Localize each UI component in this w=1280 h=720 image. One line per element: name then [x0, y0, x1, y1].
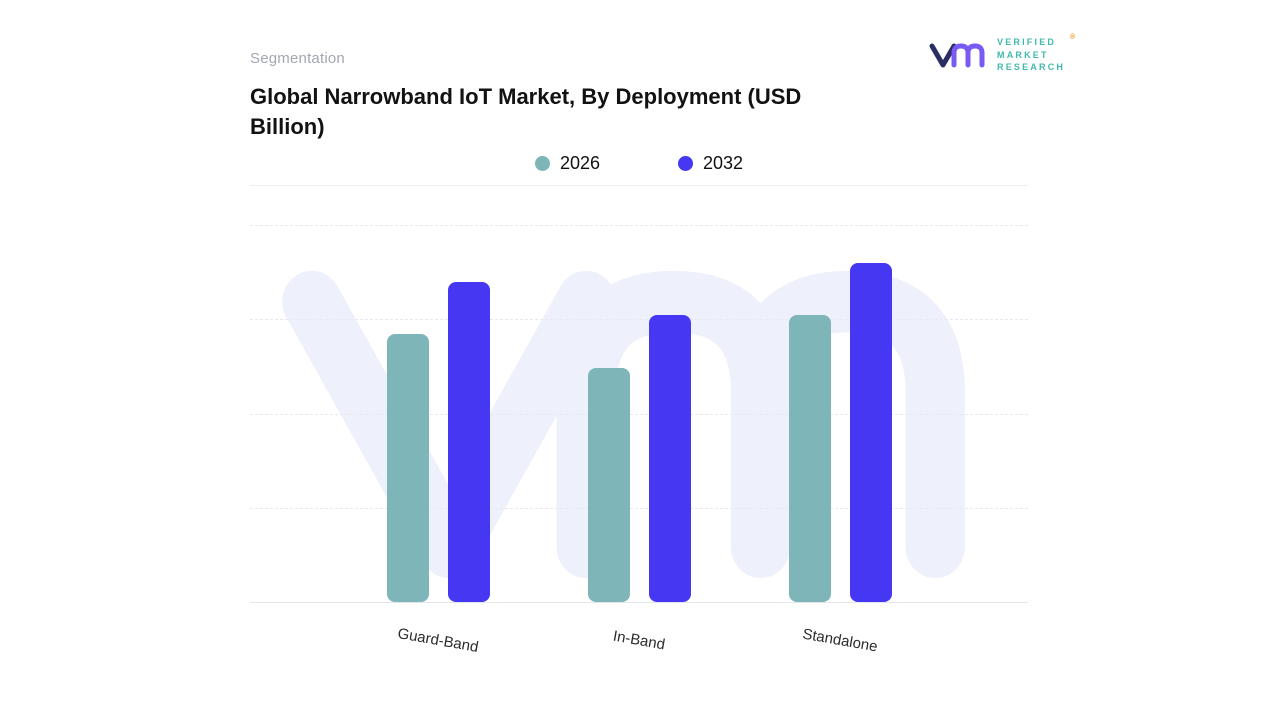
bar-standalone-2032[interactable] [849, 262, 892, 602]
vmr-monogram-icon [929, 43, 985, 68]
bar-standalone-2026[interactable] [788, 315, 831, 602]
logo-line-research: RESEARCH [997, 62, 1066, 73]
registered-mark: ® [1069, 34, 1076, 42]
bar-group-guard-band: Guard-Band [386, 225, 490, 656]
vmr-logo: ® VERIFIED MARKET RESEARCH [928, 34, 1075, 76]
gridline [250, 507, 1028, 509]
plot-area: Guard-Band In-Band Standalone [250, 225, 1028, 656]
logo-wordmark: ® VERIFIED MARKET RESEARCH [997, 34, 1075, 73]
bar-guard-band-2026[interactable] [386, 334, 429, 602]
chart-legend: 2026 2032 [250, 148, 1028, 178]
bar-group-in-band: In-Band [587, 225, 691, 653]
bar-pair [587, 225, 691, 602]
bar-in-band-2032[interactable] [648, 315, 691, 602]
bar-pair [788, 225, 892, 602]
logo-line-verified: VERIFIED [997, 37, 1057, 48]
chart-title: Global Narrowband IoT Market, By Deploym… [250, 84, 802, 139]
bar-guard-band-2032[interactable] [447, 281, 490, 602]
legend-item-2026[interactable]: 2026 [534, 152, 600, 174]
gridline [250, 225, 1028, 226]
category-label: Guard-Band [396, 625, 480, 656]
header-divider [250, 185, 1028, 186]
logo-v-stroke [929, 43, 957, 68]
bar-group-standalone: Standalone [788, 225, 892, 655]
bar-in-band-2026[interactable] [587, 368, 630, 602]
category-label: Standalone [801, 625, 879, 656]
legend-item-2032[interactable]: 2032 [678, 153, 743, 174]
logo-m-stroke [951, 43, 985, 68]
gridline [250, 319, 1028, 321]
legend-dot [534, 155, 550, 171]
logo-line-market: MARKET [997, 49, 1049, 60]
bar-pair [386, 225, 490, 602]
legend-dot [678, 155, 693, 171]
category-label: In-Band [611, 627, 667, 654]
segmentation-label: Segmentation [250, 50, 345, 67]
legend-label: 2032 [703, 152, 744, 173]
legend-label: 2026 [559, 152, 600, 173]
plot-groups: Guard-Band In-Band Standalone [250, 225, 1028, 656]
gridline [250, 413, 1028, 415]
